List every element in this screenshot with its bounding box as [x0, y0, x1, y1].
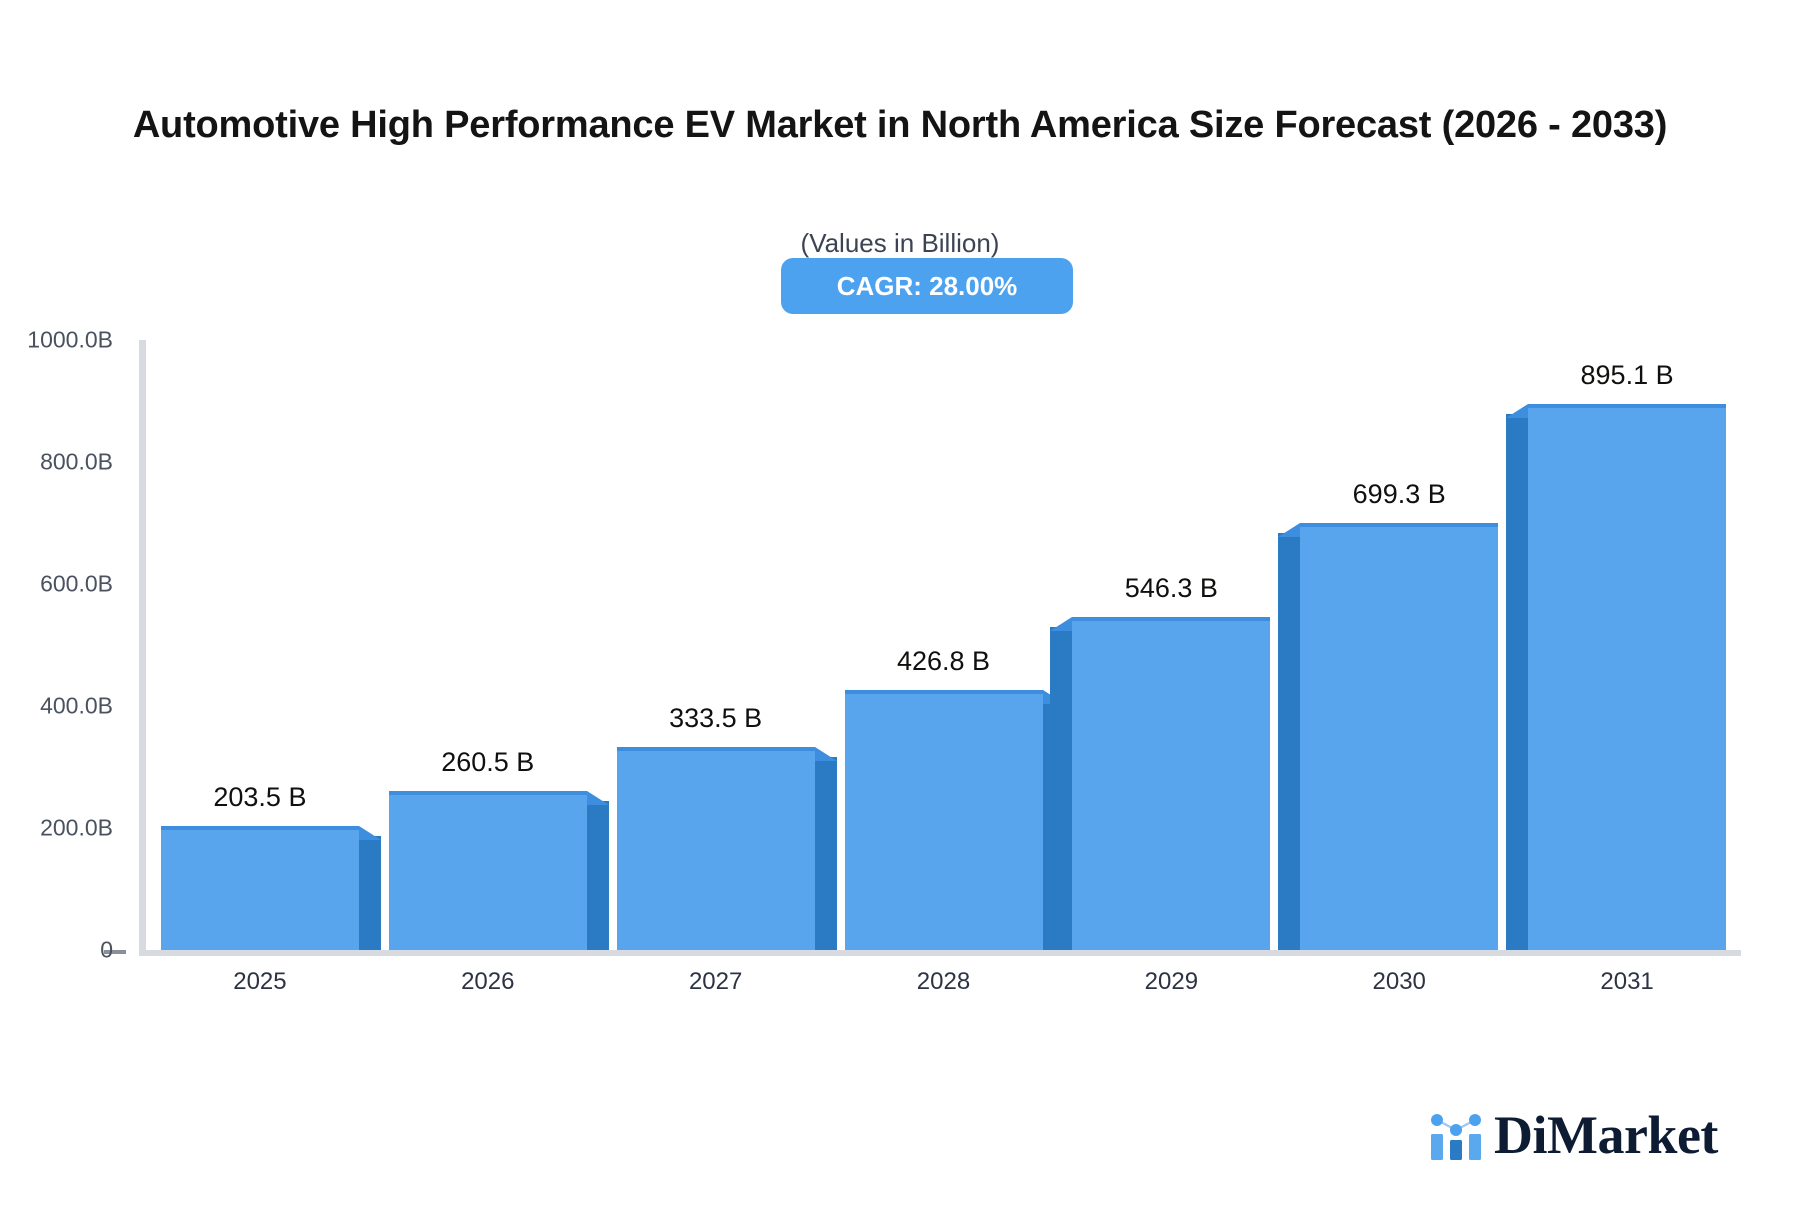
bar-2031[interactable]: 895.1 B	[1506, 360, 1727, 950]
bar-value-label: 546.3 B	[1124, 572, 1218, 603]
y-axis-tick-label: 200.0B	[40, 814, 113, 841]
bar-side-face	[358, 835, 381, 950]
bar-front-face	[1072, 616, 1271, 950]
x-axis-tick-label: 2030	[1372, 968, 1426, 995]
x-axis-tick-label: 2025	[233, 968, 287, 995]
x-axis-tick-label: 2029	[1144, 968, 1199, 995]
bar-front-face	[844, 689, 1043, 950]
x-axis-line	[139, 950, 1741, 956]
bar-side-face	[1050, 626, 1073, 950]
bar-top-bevel	[1506, 403, 1529, 418]
bar-value-label: 895.1 B	[1580, 359, 1674, 390]
bar-2026[interactable]: 260.5 B	[388, 747, 609, 950]
bar-chart-icon	[1431, 1114, 1481, 1160]
bar-value-label: 333.5 B	[669, 702, 763, 733]
bar-front-face	[1528, 403, 1727, 950]
bar-side-face	[586, 801, 609, 950]
bar-side-face	[1278, 533, 1301, 950]
dimarket-logo: DiMarket	[1428, 1108, 1718, 1162]
bar-side-face	[814, 756, 837, 950]
logo-wordmark: DiMarket	[1494, 1105, 1718, 1165]
y-axis-tick-label: 800.0B	[40, 448, 113, 475]
y-axis-tick-label: 0	[100, 936, 113, 963]
bar-2028[interactable]: 426.8 B	[844, 646, 1065, 950]
bar-2029[interactable]: 546.3 B	[1050, 573, 1271, 950]
bar-top-bevel	[358, 825, 381, 840]
bar-2025[interactable]: 203.5 B	[160, 782, 381, 950]
bar-value-label: 260.5 B	[441, 747, 535, 778]
bar-value-label: 203.5 B	[213, 781, 307, 812]
y-axis-tick-label: 400.0B	[40, 692, 113, 719]
bar-front-face	[160, 825, 359, 950]
bar-front-face	[616, 746, 815, 950]
bar-value-label: 426.8 B	[896, 645, 991, 676]
x-axis-tick-label: 2031	[1600, 968, 1654, 995]
bar-top-bevel	[1278, 523, 1301, 538]
bar-2030[interactable]: 699.3 B	[1278, 479, 1499, 950]
bar-top-bevel	[814, 746, 837, 761]
bar-2027[interactable]: 333.5 B	[616, 703, 837, 950]
x-axis-tick-label: 2028	[916, 968, 971, 995]
bar-value-label: 699.3 B	[1352, 479, 1446, 510]
y-axis-tick-label: 1000.0B	[27, 326, 113, 353]
bar-side-face	[1506, 413, 1529, 950]
y-axis-zero-tick	[104, 950, 126, 954]
bar-top-bevel	[586, 791, 609, 806]
chart-subtitle: (Values in Billion)	[800, 228, 1000, 258]
chart-title: Automotive High Performance EV Market in…	[132, 104, 1668, 146]
bar-top-bevel	[1050, 616, 1073, 631]
bar-front-face	[1300, 523, 1499, 950]
y-axis-tick-label: 600.0B	[40, 570, 113, 597]
y-axis-line	[139, 340, 146, 952]
bar-front-face	[388, 791, 587, 950]
x-axis-tick-label: 2026	[461, 968, 515, 995]
cagr-badge: CAGR: 28.00%	[781, 258, 1073, 314]
x-axis-tick-label: 2027	[688, 968, 743, 995]
